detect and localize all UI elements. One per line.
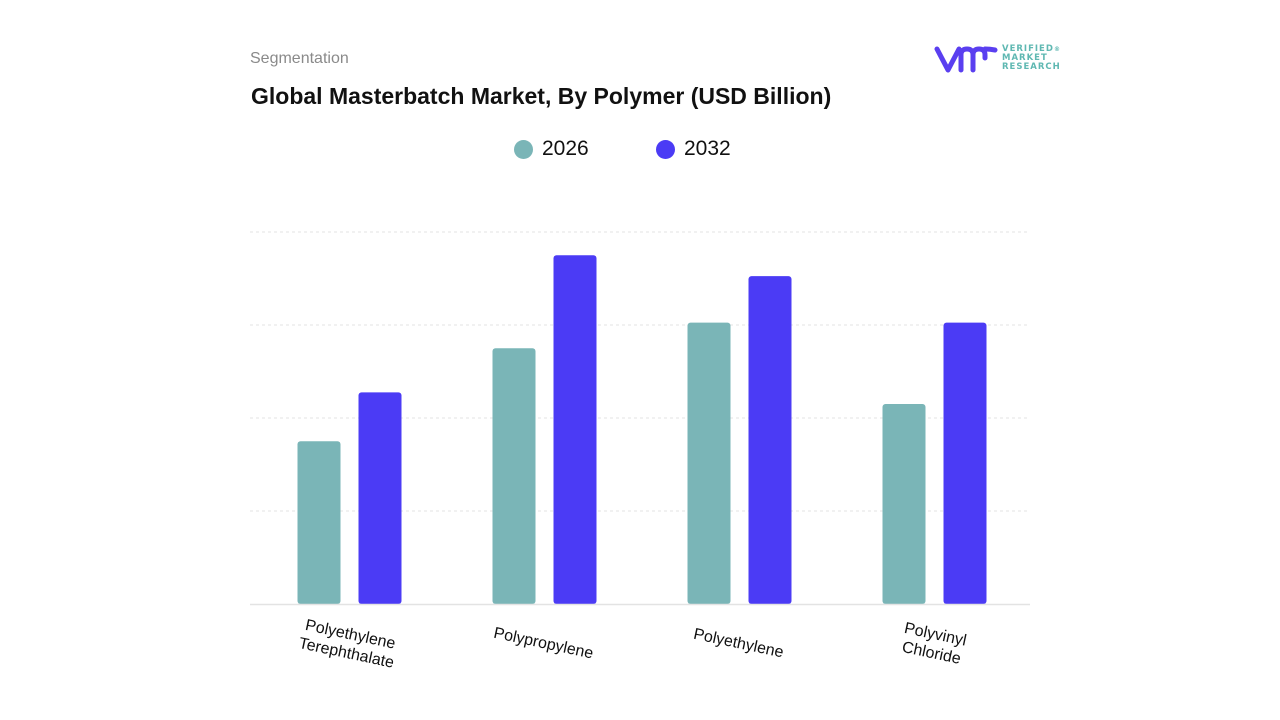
bar-2032-polyethylene	[748, 276, 792, 604]
legend-swatch-2026	[514, 139, 533, 159]
bar-2032-polypropylene	[553, 255, 597, 604]
bar-2032-polyvinyl-chloride	[943, 322, 987, 604]
legend-label-2032: 2032	[684, 137, 731, 160]
bar-2026-polyvinyl-chloride	[882, 404, 926, 604]
logo-line-1: VERIFIED	[1002, 44, 1054, 54]
chart-title: Global Masterbatch Market, By Polymer (U…	[251, 83, 832, 109]
legend-item-2032: 2032	[656, 134, 731, 164]
category-label: Polypropylene	[492, 625, 595, 663]
bar-2026-polyethylene	[687, 322, 731, 604]
category-label-line: Polypropylene	[492, 625, 595, 663]
segmentation-label: Segmentation	[250, 50, 349, 67]
legend-swatch-2032	[656, 139, 675, 159]
chart-legend: 2026 2032	[0, 134, 1280, 164]
vmr-logo-text: VERIFIED® MARKET RESEARCH	[1002, 45, 1061, 72]
category-label: Polyethylene	[692, 626, 785, 662]
vmr-logo: VERIFIED® MARKET RESEARCH	[934, 44, 1064, 76]
legend-label-2026: 2026	[542, 137, 589, 160]
logo-registered: ®	[1053, 46, 1061, 53]
logo-line-2: MARKET	[1002, 53, 1048, 63]
bar-2026-polyethylene-terephthalate	[297, 441, 341, 604]
legend-item-2026: 2026	[514, 134, 589, 164]
logo-line-3: RESEARCH	[1002, 62, 1061, 72]
category-label-line: Polyethylene	[692, 626, 785, 662]
bars	[297, 255, 987, 604]
bar-2032-polyethylene-terephthalate	[358, 392, 402, 604]
vmr-logo-mark-icon	[934, 46, 998, 73]
category-label: PolyethyleneTerephthalate	[297, 616, 399, 671]
category-label: PolyvinylChloride	[899, 620, 968, 668]
bar-2026-polypropylene	[492, 348, 536, 604]
